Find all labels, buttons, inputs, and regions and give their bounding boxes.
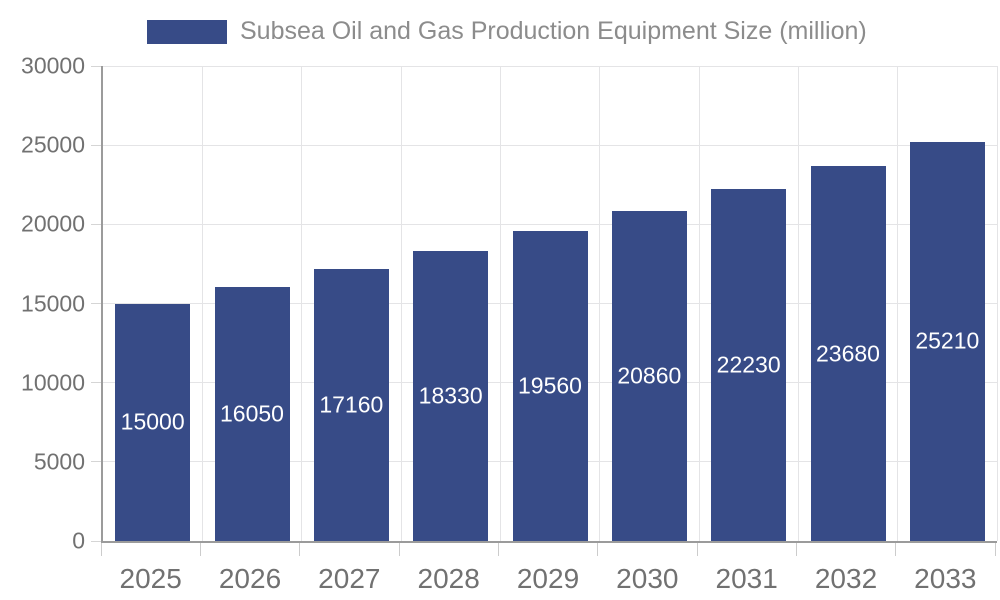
bar[interactable]	[214, 286, 290, 541]
legend-swatch	[147, 19, 227, 44]
gridline-v	[301, 66, 303, 541]
x-tick-label: 2028	[417, 563, 480, 594]
x-tick	[100, 543, 102, 556]
x-tick	[895, 543, 897, 556]
y-tick	[91, 144, 101, 146]
gridline-v	[400, 66, 402, 541]
x-tick	[795, 543, 797, 556]
bar[interactable]	[413, 250, 489, 541]
bar[interactable]	[115, 303, 191, 541]
x-tick	[398, 543, 400, 556]
y-axis: 0 5000 10000 15000 20000 25000 30000	[0, 53, 101, 554]
bar[interactable]	[313, 269, 389, 541]
x-tick	[994, 543, 996, 556]
gridline-v	[996, 66, 998, 541]
y-tick-label: 15000	[21, 290, 85, 316]
x-tick-label: 2033	[914, 563, 977, 594]
gridline-v	[201, 66, 203, 541]
x-tick-label: 2027	[318, 563, 381, 594]
gridline-v	[599, 66, 601, 541]
y-tick-label: 30000	[21, 52, 85, 79]
bar[interactable]	[711, 189, 787, 541]
gridline-v	[698, 66, 700, 541]
plot-area: 15000 16050 17160 18330 19560 20860 22230 23680…	[101, 65, 998, 543]
x-axis: 2025 2026 2027 2028 2029 2030 2031 2032 2033	[100, 543, 996, 600]
gridline-v	[499, 66, 501, 541]
y-tick	[91, 303, 101, 304]
legend[interactable]: Subsea Oil and Gas Production Equipment …	[147, 17, 867, 46]
x-tick-label: 2030	[616, 563, 679, 594]
y-tick	[91, 540, 101, 542]
x-tick	[597, 543, 599, 556]
gridline-v	[797, 66, 799, 541]
x-tick-label: 2025	[119, 563, 182, 594]
y-tick	[91, 65, 101, 67]
y-tick	[91, 461, 101, 463]
y-tick-label: 5000	[33, 448, 85, 475]
x-tick-label: 2032	[814, 563, 878, 594]
gridline-h	[103, 223, 997, 225]
y-tick	[91, 223, 101, 225]
legend-label: Subsea Oil and Gas Production Equipment …	[240, 17, 867, 45]
x-tick	[696, 543, 698, 556]
bar[interactable]	[512, 231, 588, 541]
y-tick-label: 0	[72, 527, 85, 554]
bar[interactable]	[909, 141, 985, 541]
bar[interactable]	[611, 210, 687, 541]
y-tick-label: 10000	[21, 369, 85, 396]
gridline-h	[103, 144, 997, 146]
x-tick	[199, 543, 201, 556]
x-tick	[299, 543, 301, 556]
gridline-h	[103, 65, 997, 67]
x-tick-label: 2026	[218, 563, 282, 594]
y-tick-label: 20000	[21, 210, 85, 237]
bar[interactable]	[810, 166, 886, 541]
gridline-v	[897, 66, 899, 541]
y-tick	[91, 382, 101, 384]
y-tick-label: 25000	[21, 131, 85, 158]
x-tick-label: 2029	[516, 563, 580, 594]
x-tick-label: 2031	[715, 563, 778, 594]
x-tick	[497, 543, 499, 556]
